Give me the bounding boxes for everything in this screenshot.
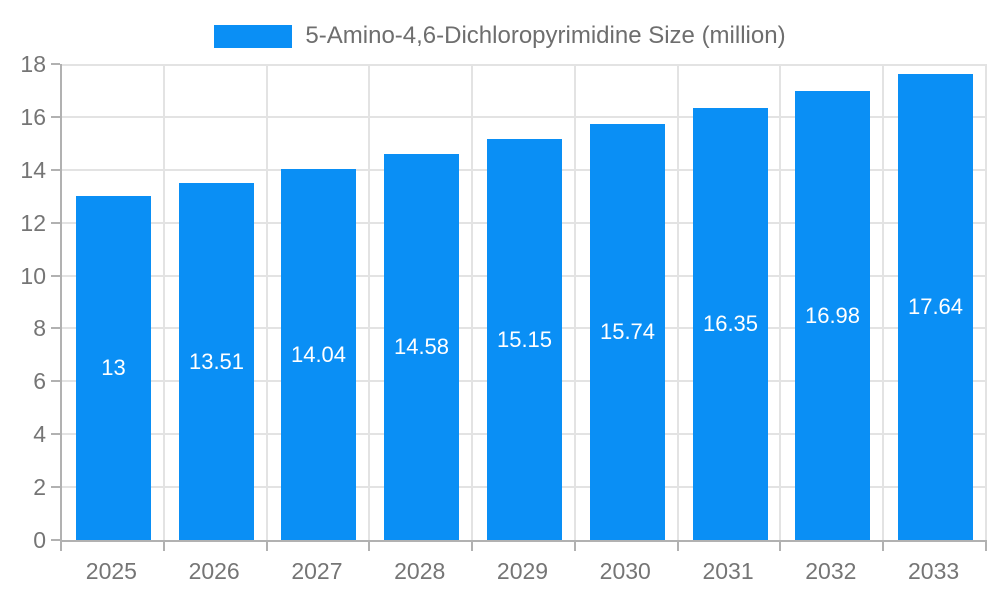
gridline-vertical	[985, 64, 987, 540]
y-axis-label: 14	[20, 156, 46, 183]
gridline-horizontal	[62, 115, 987, 118]
bar-value-label: 17.64	[907, 294, 964, 319]
bar-2026: 13.51	[179, 183, 254, 540]
y-axis-tick	[51, 327, 60, 330]
plot-area: 13 13.51 14.04 14.58 15.15 15.74 16.35 16.98 17.…	[51, 63, 987, 551]
x-axis-label: 2026	[188, 558, 240, 584]
y-axis-label: 2	[33, 474, 46, 501]
y-axis-label: 6	[33, 368, 46, 395]
y-axis-tick	[51, 168, 60, 171]
y-axis-label: 18	[20, 51, 46, 77]
x-axis-tick	[368, 542, 370, 551]
y-axis-label: 0	[33, 527, 46, 553]
bar-2025: 13	[76, 196, 151, 540]
bar-value-label: 15.15	[496, 326, 553, 352]
x-axis-tick	[574, 542, 576, 551]
bar-2031: 16.35	[693, 108, 768, 540]
y-axis-tick	[51, 539, 60, 541]
x-axis-tick	[985, 542, 987, 551]
gridline-vertical	[163, 64, 165, 540]
bar-2033: 17.64	[898, 74, 973, 540]
y-axis-tick	[51, 115, 60, 118]
y-axis-tick	[51, 486, 60, 489]
bar-2028: 14.58	[384, 154, 459, 540]
gridline-vertical	[266, 64, 268, 540]
bar-2027: 14.04	[281, 169, 356, 540]
gridline-vertical	[677, 64, 679, 540]
x-axis-tick	[471, 542, 473, 551]
x-axis-label: 2032	[805, 558, 857, 584]
bar-2029: 15.15	[487, 139, 562, 540]
y-axis-label: 10	[20, 262, 46, 289]
x-axis-label: 2029	[496, 558, 549, 584]
bar-value-label: 16.35	[702, 311, 759, 336]
y-axis-tick	[51, 433, 60, 436]
y-axis-label: 4	[33, 421, 46, 448]
y-axis-tick	[51, 274, 60, 277]
y-axis-label: 8	[33, 315, 46, 342]
y-axis-tick	[51, 380, 60, 383]
x-axis-label: 2031	[702, 558, 754, 584]
gridline-vertical	[574, 64, 576, 540]
gridline-vertical	[779, 64, 781, 540]
bar-value-label: 15.74	[599, 319, 656, 344]
bar-value-label: 13	[101, 355, 126, 380]
x-axis-tick	[60, 542, 62, 551]
y-axis-tick	[51, 63, 60, 65]
x-axis-label: 2027	[291, 558, 343, 584]
x-axis-tick	[163, 542, 165, 551]
bar-2032: 16.98	[795, 91, 870, 540]
x-axis-tick	[882, 542, 884, 551]
x-axis-tick	[779, 542, 781, 551]
legend-item[interactable]: 5-Amino-4,6-Dichloropyrimidine Size (mil…	[0, 22, 1000, 50]
legend-label: 5-Amino-4,6-Dichloropyrimidine Size (mil…	[305, 22, 786, 49]
bar-2030: 15.74	[590, 124, 665, 540]
bar-value-label: 14.58	[393, 334, 450, 359]
y-axis-label: 12	[20, 209, 46, 236]
legend-swatch	[214, 24, 293, 48]
gridline-vertical	[471, 64, 473, 540]
gridline-vertical	[368, 64, 370, 540]
x-axis-label: 2025	[85, 558, 137, 584]
gridline-horizontal	[62, 64, 987, 66]
x-axis-label: 2033	[908, 558, 960, 584]
x-axis-tick	[677, 542, 679, 551]
x-axis-label: 2028	[394, 558, 446, 584]
gridline-vertical	[882, 64, 884, 540]
y-axis-label: 16	[20, 103, 46, 130]
y-axis-tick	[51, 221, 60, 224]
x-axis-label: 2030	[599, 558, 651, 584]
x-axis-tick	[266, 542, 268, 551]
bar-value-label: 14.04	[290, 341, 347, 367]
bar-value-label: 16.98	[804, 302, 861, 328]
bar-value-label: 13.51	[188, 348, 245, 374]
